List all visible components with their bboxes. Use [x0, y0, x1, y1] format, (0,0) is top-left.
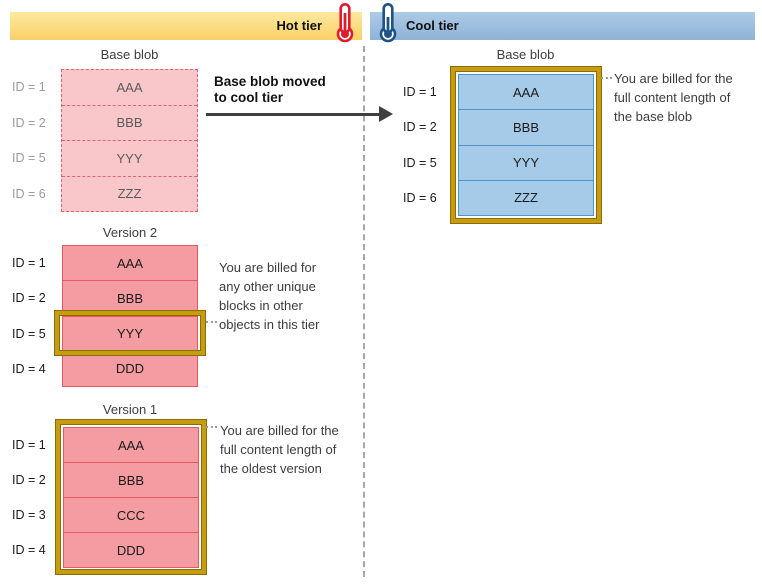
block-cell: AAA: [117, 437, 144, 453]
version2-ids: ID = 1 ID = 2 ID = 5 ID = 4: [12, 245, 58, 387]
block-cell: DDD: [63, 350, 197, 386]
block-cell: AAA: [512, 84, 539, 100]
annotation-line: You are billed for: [219, 260, 317, 275]
block-id-label: ID = 2: [12, 115, 46, 130]
block-id-label: ID = 2: [403, 120, 437, 135]
version1-highlight-frame: [56, 420, 206, 574]
block-cell: ZZZ: [459, 179, 593, 215]
hot-base-blob-ids: ID = 1 ID = 2 ID = 5 ID = 6: [12, 69, 58, 212]
move-arrow-line: [206, 113, 380, 116]
version2-billing-annotation: You are billed for any other unique bloc…: [219, 258, 319, 334]
cool-thermometer-icon: [378, 2, 398, 43]
annotation-line: full content length of: [614, 90, 731, 105]
leader-dots: [206, 321, 217, 323]
move-arrow-head: [379, 106, 393, 122]
cool-base-blob-ids: ID = 1 ID = 2 ID = 5 ID = 6: [403, 74, 449, 216]
annotation-line: the base blob: [614, 109, 693, 124]
block-cell: BBB: [64, 462, 198, 497]
version1-title: Version 1: [102, 402, 158, 417]
annotation-line: the oldest version: [220, 461, 322, 476]
block-id-label: ID = 5: [12, 151, 46, 166]
hot-base-blob-table: AAA BBB YYY ZZZ: [61, 69, 198, 212]
leader-dots: [206, 426, 217, 428]
block-id-label: ID = 4: [12, 362, 46, 377]
annotation-line: objects in this tier: [219, 317, 320, 332]
block-id-label: ID = 1: [12, 79, 46, 94]
block-cell: YYY: [459, 144, 593, 180]
cool-base-blob-table: AAA BBB YYY ZZZ: [458, 74, 594, 216]
cool-base-blob-highlight-frame: [451, 67, 601, 223]
block-id-label: ID = 2: [12, 291, 46, 306]
block-id-label: ID = 1: [403, 84, 437, 99]
block-cell: CCC: [64, 497, 198, 532]
block-cell: DDD: [64, 532, 198, 567]
block-id-label: ID = 1: [12, 255, 46, 270]
block-cell: ZZZ: [62, 175, 197, 212]
version2-unique-block-highlight-frame: [55, 311, 205, 355]
block-id-label: ID = 6: [12, 187, 46, 202]
annotation-line: You are billed for the: [614, 71, 733, 86]
block-cell: BBB: [63, 280, 197, 315]
annotation-line: You are billed for the: [220, 423, 339, 438]
block-id-label: ID = 3: [12, 508, 46, 523]
block-id-label: ID = 5: [403, 155, 437, 170]
block-cell: AAA: [116, 255, 143, 271]
move-note-line: to cool tier: [214, 90, 284, 105]
hot-tier-label: Hot tier: [276, 18, 323, 33]
annotation-line: blocks in other: [219, 298, 303, 313]
block-cell: BBB: [62, 104, 197, 141]
block-cell: YYY: [63, 315, 197, 351]
version1-ids: ID = 1 ID = 2 ID = 3 ID = 4: [12, 427, 58, 568]
block-cell: BBB: [459, 109, 593, 144]
block-cell: AAA: [116, 79, 143, 95]
annotation-line: any other unique: [219, 279, 316, 294]
move-note-line: Base blob moved: [214, 74, 326, 89]
move-note: Base blob moved to cool tier: [214, 74, 326, 106]
tier-divider: [363, 46, 365, 577]
block-id-label: ID = 2: [12, 472, 46, 487]
leader-dots: [601, 77, 612, 79]
cool-base-blob-title: Base blob: [496, 47, 555, 62]
version1-table: AAA BBB CCC DDD: [63, 427, 199, 568]
hot-base-blob-title: Base blob: [100, 47, 159, 62]
block-id-label: ID = 1: [12, 437, 46, 452]
cool-tier-label: Cool tier: [406, 18, 459, 33]
block-cell: YYY: [62, 140, 197, 176]
hot-tier-bar: Hot tier: [10, 2, 362, 43]
block-id-label: ID = 6: [403, 191, 437, 206]
hot-thermometer-icon: [335, 2, 355, 43]
block-id-label: ID = 4: [12, 543, 46, 558]
cool-tier-bar: Cool tier: [370, 2, 755, 43]
cool-base-billing-annotation: You are billed for the full content leng…: [614, 69, 733, 126]
block-id-label: ID = 5: [12, 326, 46, 341]
version1-billing-annotation: You are billed for the full content leng…: [220, 421, 339, 478]
annotation-line: full content length of: [220, 442, 337, 457]
version2-title: Version 2: [102, 225, 158, 240]
